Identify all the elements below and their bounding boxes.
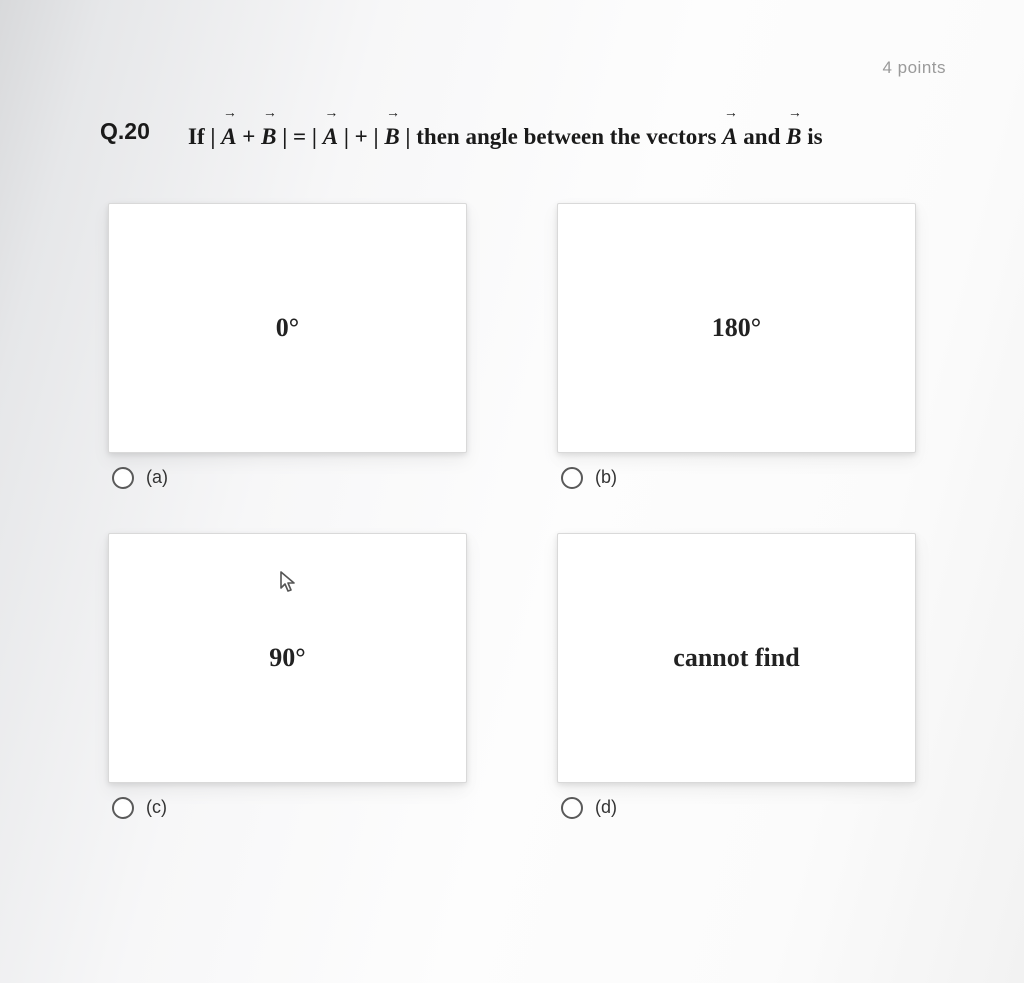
option-value: 180° <box>712 313 761 343</box>
options-grid: 0° (a) 180° (b) 90° <box>100 203 956 819</box>
option-value: cannot find <box>673 643 799 673</box>
radio-d[interactable] <box>561 797 583 819</box>
radio-a[interactable] <box>112 467 134 489</box>
option-c: 90° (c) <box>108 533 467 819</box>
vector-B: B <box>786 118 801 155</box>
radio-c[interactable] <box>112 797 134 819</box>
option-label: (c) <box>146 797 167 818</box>
option-b: 180° (b) <box>557 203 916 489</box>
question-row: Q.20 If | A + B | = | A | + | B | then a… <box>100 118 956 155</box>
question-text: If | A + B | = | A | + | B | then angle … <box>188 118 823 155</box>
option-card-b[interactable]: 180° <box>557 203 916 453</box>
option-radio-row-a: (a) <box>108 467 467 489</box>
option-a: 0° (a) <box>108 203 467 489</box>
q-mid2: | + | <box>338 124 384 149</box>
question-number: Q.20 <box>100 118 160 145</box>
option-card-a[interactable]: 0° <box>108 203 467 453</box>
option-card-c[interactable]: 90° <box>108 533 467 783</box>
option-value: 90° <box>269 643 305 673</box>
q-and: and <box>738 124 787 149</box>
question-sheet: 4 points Q.20 If | A + B | = | A | + | B… <box>0 0 1024 983</box>
option-label: (b) <box>595 467 617 488</box>
option-label: (a) <box>146 467 168 488</box>
option-value: 0° <box>276 313 299 343</box>
vector-B: B <box>384 118 399 155</box>
option-d: cannot find (d) <box>557 533 916 819</box>
option-card-d[interactable]: cannot find <box>557 533 916 783</box>
option-radio-row-c: (c) <box>108 797 467 819</box>
vector-B: B <box>261 118 276 155</box>
vector-A: A <box>323 118 338 155</box>
q-mid3: | then angle between the vectors <box>400 124 723 149</box>
radio-b[interactable] <box>561 467 583 489</box>
q-suffix: is <box>801 124 822 149</box>
q-mid1: | = | <box>276 124 322 149</box>
cursor-icon <box>278 570 298 601</box>
vector-A: A <box>722 118 737 155</box>
option-radio-row-d: (d) <box>557 797 916 819</box>
vector-A: A <box>221 118 236 155</box>
q-prefix: If | <box>188 124 221 149</box>
points-label: 4 points <box>882 58 946 78</box>
q-plus: + <box>237 124 262 149</box>
option-radio-row-b: (b) <box>557 467 916 489</box>
option-label: (d) <box>595 797 617 818</box>
